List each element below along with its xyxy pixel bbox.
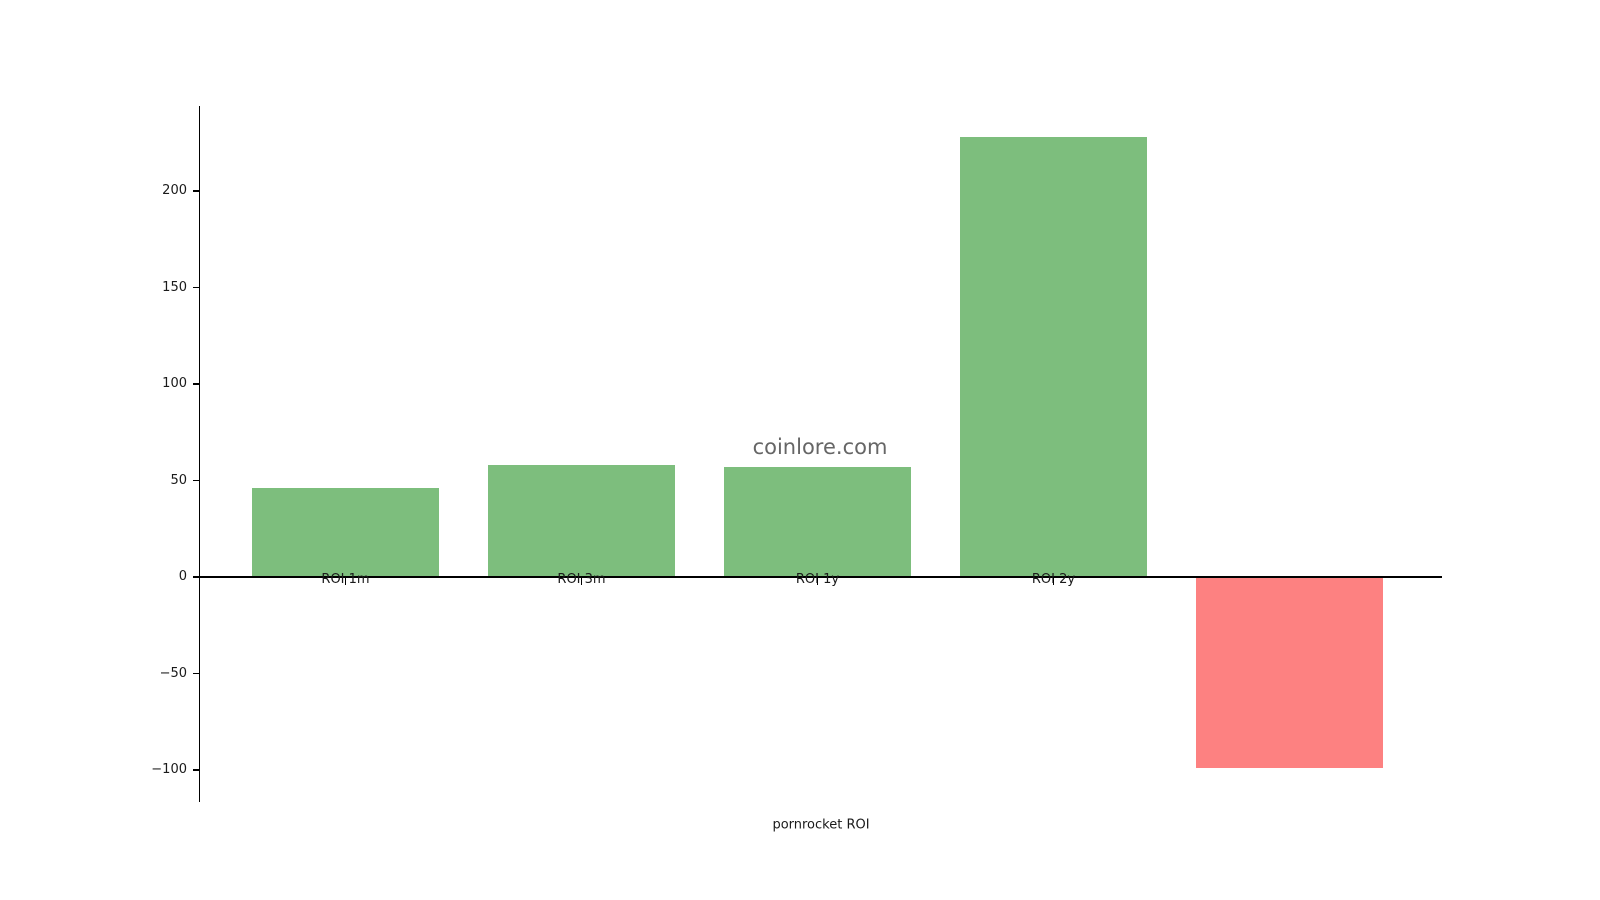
bar-unlabeled-4 [1196,577,1383,769]
x-axis-title: pornrocket ROI [772,817,870,833]
x-tick-label: ROI 1y [795,572,840,587]
y-tick-mark [193,769,200,771]
y-tick-mark [193,672,200,675]
y-tick-mark [193,286,200,289]
y-tick-mark [193,479,200,482]
x-tick-mark [344,577,347,585]
y-tick-label: 150 [162,279,187,295]
y-axis-spine [198,106,200,802]
y-tick-label: 200 [162,183,187,198]
x-tick-label: ROI 1m [321,572,370,587]
y-tick-label: −100 [151,762,187,777]
y-tick-label: 100 [162,376,187,391]
x-tick-mark [816,577,819,585]
y-tick-label: 0 [178,569,187,584]
y-tick-mark [193,383,200,385]
x-tick-mark [1052,577,1055,585]
bar-roi-1m [252,488,439,577]
y-tick-mark [193,190,200,192]
x-tick-mark [580,577,583,585]
bar-roi-2y [960,136,1147,577]
y-tick-label: 50 [170,472,187,488]
y-tick-label: −50 [159,665,187,681]
bar-roi-1y [724,466,911,577]
watermark-text: coinlore.com [752,435,888,459]
y-tick-mark [193,576,200,578]
x-tick-label: ROI 3m [557,572,606,587]
x-axis-zero-line [198,576,1442,578]
x-tick-label: ROI 2y [1031,572,1076,587]
bar-roi-3m [488,465,675,577]
